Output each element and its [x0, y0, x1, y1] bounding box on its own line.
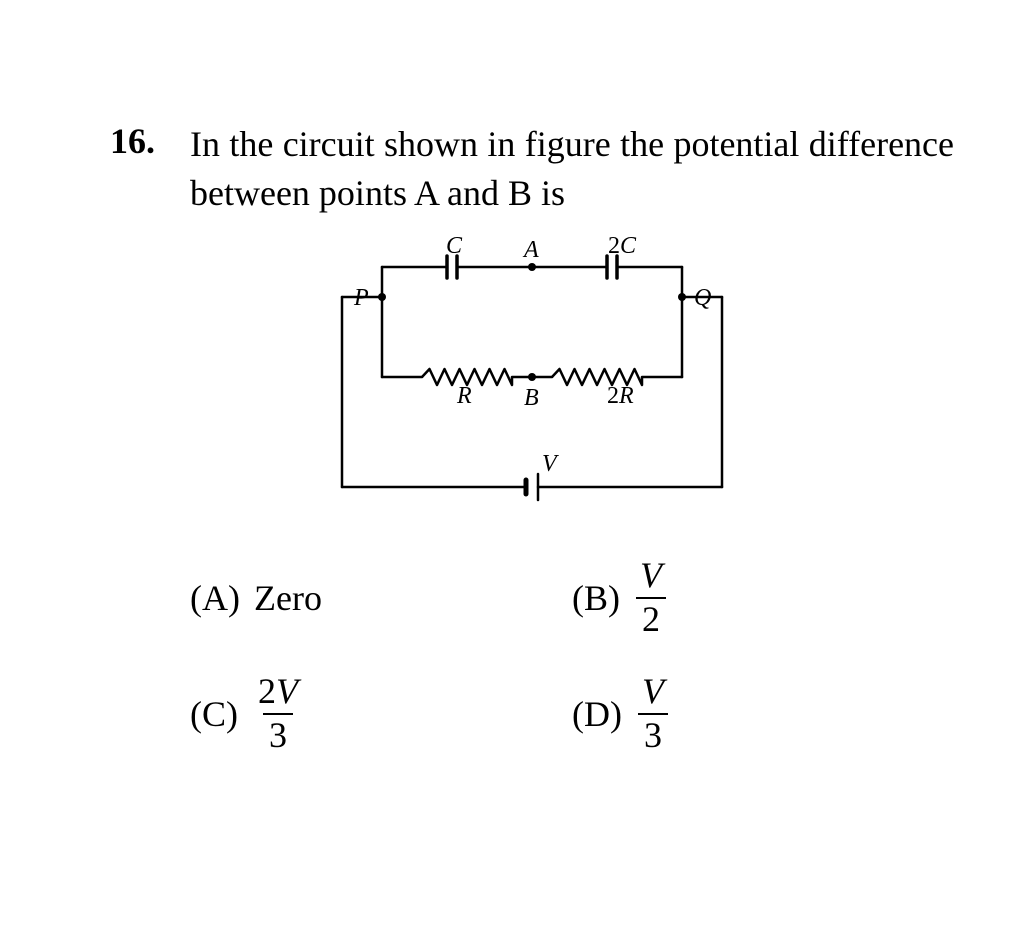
option-c-numerator: 2V — [252, 673, 304, 713]
options: (A) Zero (B) V 2 (C) 2V 3 — [190, 557, 954, 754]
svg-text:C: C — [446, 233, 463, 259]
option-b-fraction: V 2 — [634, 557, 668, 639]
option-c-denominator: 3 — [263, 713, 293, 755]
svg-text:2R: 2R — [607, 383, 634, 409]
diagram-container: P Q A B C 2C R 2R V — [110, 227, 954, 527]
option-b-numerator: V — [634, 557, 668, 597]
circuit-diagram: P Q A B C 2C R 2R V — [322, 227, 742, 527]
svg-text:V: V — [542, 451, 559, 477]
option-c: (C) 2V 3 — [190, 673, 572, 755]
option-d-label: (D) — [572, 693, 622, 735]
option-b: (B) V 2 — [572, 557, 954, 639]
option-a: (A) Zero — [190, 557, 572, 639]
option-b-label: (B) — [572, 577, 620, 619]
option-c-fraction: 2V 3 — [252, 673, 304, 755]
question-text: In the circuit shown in figure the poten… — [190, 120, 954, 217]
option-a-value: Zero — [254, 577, 322, 619]
svg-text:A: A — [522, 237, 539, 263]
options-row-2: (C) 2V 3 (D) V 3 — [190, 673, 954, 755]
svg-text:P: P — [353, 285, 369, 311]
option-c-num-coeff: 2 — [258, 671, 276, 711]
svg-text:2C: 2C — [608, 233, 637, 259]
svg-text:R: R — [456, 383, 472, 409]
option-c-num-var: V — [276, 671, 298, 711]
options-row-1: (A) Zero (B) V 2 — [190, 557, 954, 639]
svg-text:Q: Q — [694, 285, 711, 311]
option-d: (D) V 3 — [572, 673, 954, 755]
option-d-denominator: 3 — [638, 713, 668, 755]
question-number: 16. — [110, 120, 190, 162]
option-b-denominator: 2 — [636, 597, 666, 639]
page: 16. In the circuit shown in figure the p… — [0, 0, 1024, 754]
option-c-label: (C) — [190, 693, 238, 735]
svg-text:B: B — [524, 385, 539, 411]
option-d-fraction: V 3 — [636, 673, 670, 755]
question-row: 16. In the circuit shown in figure the p… — [110, 120, 954, 217]
option-d-numerator: V — [636, 673, 670, 713]
option-a-label: (A) — [190, 577, 240, 619]
